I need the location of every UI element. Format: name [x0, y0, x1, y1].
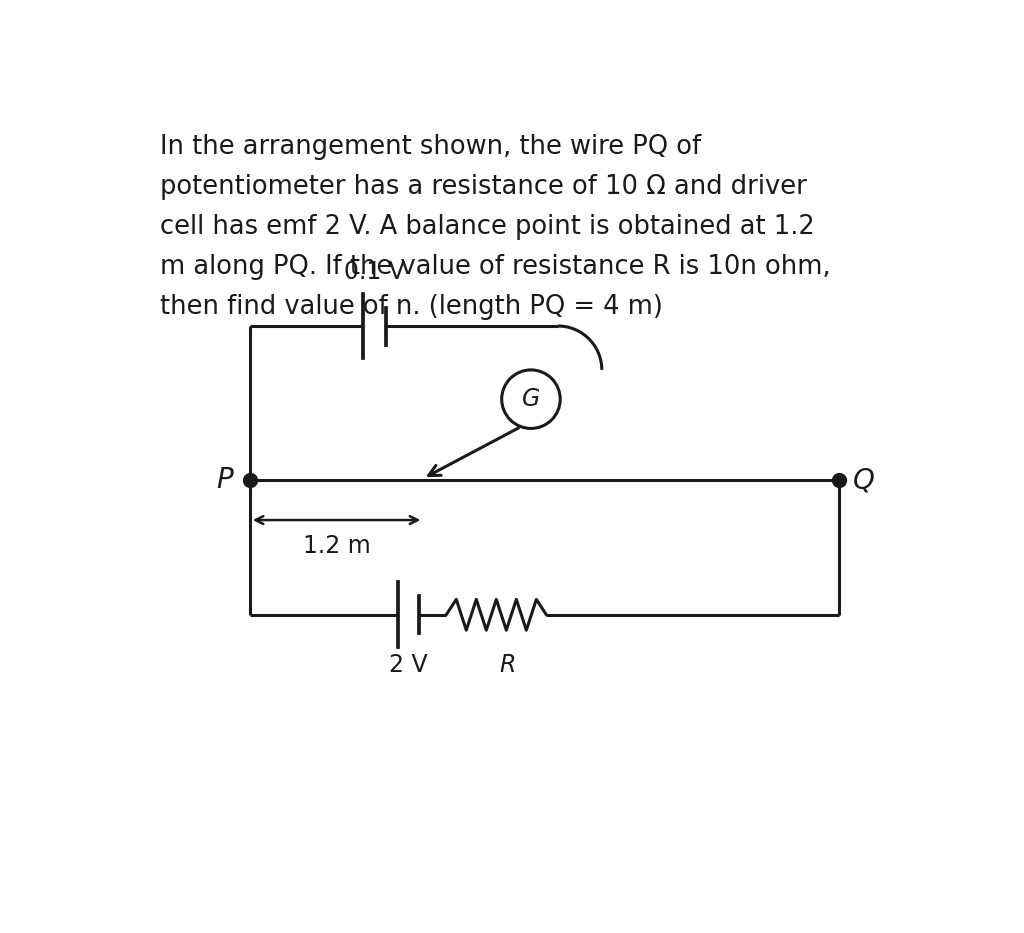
Text: P: P [216, 466, 233, 494]
Text: G: G [522, 387, 540, 411]
Text: potentiometer has a resistance of 10 Ω and driver: potentiometer has a resistance of 10 Ω a… [160, 174, 807, 200]
Text: m along PQ. If the value of resistance R is 10n ohm,: m along PQ. If the value of resistance R… [160, 254, 830, 280]
Text: 1.2 m: 1.2 m [303, 534, 371, 558]
Text: then find value of n. (length PQ = 4 m): then find value of n. (length PQ = 4 m) [160, 294, 663, 320]
Text: R: R [500, 653, 516, 677]
Text: 0.1 V: 0.1 V [344, 259, 406, 284]
Text: 2 V: 2 V [389, 653, 428, 677]
Text: In the arrangement shown, the wire PQ of: In the arrangement shown, the wire PQ of [160, 133, 701, 160]
Text: cell has emf 2 V. A balance point is obtained at 1.2: cell has emf 2 V. A balance point is obt… [160, 214, 814, 240]
Text: Q: Q [853, 466, 874, 494]
